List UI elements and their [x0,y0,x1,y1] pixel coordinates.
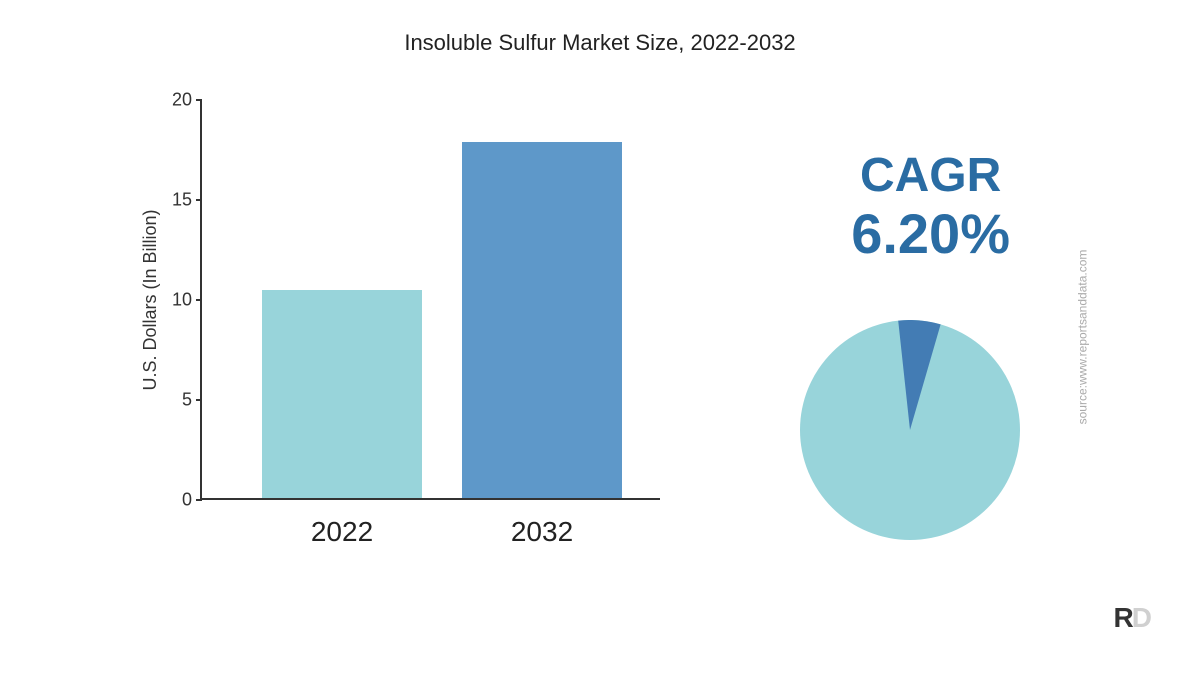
chart-title: Insoluble Sulfur Market Size, 2022-2032 [404,30,795,56]
y-tick-mark [196,399,202,401]
y-tick-mark [196,199,202,201]
y-tick-mark [196,299,202,301]
logo: RD [1114,602,1150,634]
cagr-block: CAGR 6.20% [851,150,1010,264]
y-tick-mark [196,499,202,501]
logo-d: D [1132,602,1150,633]
source-attribution: source:www.reportsanddata.com [1076,250,1090,425]
plot-area: 0510152020222032 [200,100,660,500]
x-axis-label: 2032 [511,516,573,548]
pie-svg [800,320,1020,540]
y-tick-label: 15 [162,190,192,211]
y-tick-label: 20 [162,90,192,111]
chart-container: Insoluble Sulfur Market Size, 2022-2032 … [0,0,1200,674]
y-tick-label: 0 [162,490,192,511]
logo-r: R [1114,602,1132,633]
y-tick-mark [196,99,202,101]
cagr-value: 6.20% [851,203,1010,265]
y-tick-label: 5 [162,390,192,411]
x-axis-label: 2022 [311,516,373,548]
bar-chart: U.S. Dollars (In Billion) 05101520202220… [160,100,660,500]
pie-chart [800,320,1020,540]
y-axis-label: U.S. Dollars (In Billion) [140,209,161,390]
bar [262,290,422,498]
cagr-label: CAGR [851,150,1010,203]
bar [462,142,622,498]
y-tick-label: 10 [162,290,192,311]
